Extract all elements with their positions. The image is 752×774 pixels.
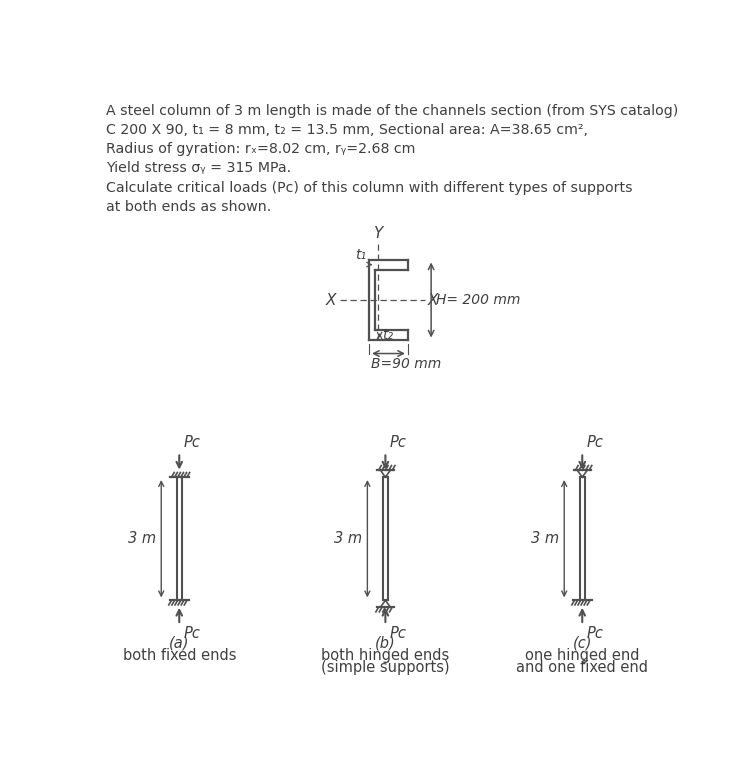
Text: (a): (a) bbox=[169, 635, 190, 651]
Text: Y: Y bbox=[373, 226, 383, 241]
Text: Radius of gyration: rₓ=8.02 cm, rᵧ=2.68 cm: Radius of gyration: rₓ=8.02 cm, rᵧ=2.68 … bbox=[105, 142, 415, 156]
Text: X: X bbox=[326, 293, 336, 307]
Text: C 200 X 90, t₁ = 8 mm, t₂ = 13.5 mm, Sectional area: A=38.65 cm²,: C 200 X 90, t₁ = 8 mm, t₂ = 13.5 mm, Sec… bbox=[105, 123, 587, 137]
Text: Pc: Pc bbox=[586, 435, 603, 450]
Text: one hinged end: one hinged end bbox=[525, 648, 639, 663]
Text: Pc: Pc bbox=[183, 625, 200, 641]
Text: at both ends as shown.: at both ends as shown. bbox=[105, 200, 271, 214]
Text: Pc: Pc bbox=[390, 625, 406, 641]
Text: t₁: t₁ bbox=[355, 248, 366, 262]
Text: H= 200 mm: H= 200 mm bbox=[435, 293, 520, 307]
Text: 3 m: 3 m bbox=[531, 531, 559, 546]
Text: both hinged ends: both hinged ends bbox=[321, 648, 450, 663]
Text: X: X bbox=[428, 293, 438, 307]
Text: B=90 mm: B=90 mm bbox=[371, 357, 441, 371]
Text: (c): (c) bbox=[572, 635, 592, 651]
Text: Pc: Pc bbox=[586, 625, 603, 641]
Text: (b): (b) bbox=[375, 635, 396, 651]
Text: and one fixed end: and one fixed end bbox=[517, 660, 648, 676]
Text: both fixed ends: both fixed ends bbox=[123, 648, 236, 663]
Text: Pc: Pc bbox=[183, 435, 200, 450]
Text: Calculate critical loads (Pᴄ) of this column with different types of supports: Calculate critical loads (Pᴄ) of this co… bbox=[105, 180, 632, 194]
Text: t₂: t₂ bbox=[382, 328, 393, 342]
Text: (simple supports): (simple supports) bbox=[321, 660, 450, 676]
Text: Yield stress σᵧ = 315 MPa.: Yield stress σᵧ = 315 MPa. bbox=[105, 162, 291, 176]
Text: Pc: Pc bbox=[390, 435, 406, 450]
Text: A steel column of 3 m length is made of the channels section (from SYS catalog): A steel column of 3 m length is made of … bbox=[105, 104, 678, 118]
Text: 3 m: 3 m bbox=[334, 531, 362, 546]
Text: 3 m: 3 m bbox=[128, 531, 156, 546]
